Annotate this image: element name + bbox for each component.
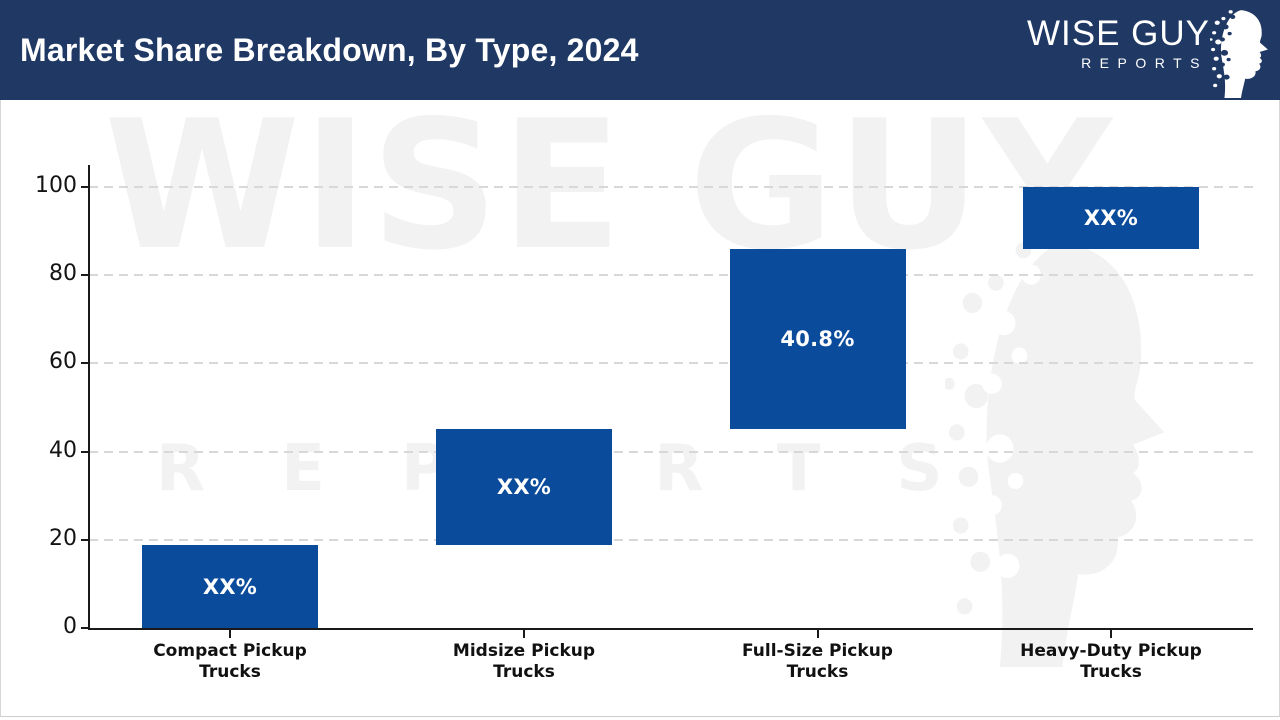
category-label-line: Trucks: [493, 662, 555, 683]
bar-value-label: XX%: [496, 474, 552, 499]
wise-guy-reports-logo: WISE GUY REPORTS: [1022, 4, 1272, 98]
y-tick-label-100: 100: [35, 173, 77, 198]
y-tick-label-60: 60: [49, 349, 77, 375]
y-tick-0: [81, 627, 88, 629]
y-tick-60: [81, 362, 88, 365]
plot-area: WISE GUY REPORTS 020406080100XX%Compact …: [0, 82, 1280, 720]
x-tick-full-size-pickup-trucks: [816, 630, 819, 638]
y-tick-label-80: 80: [49, 261, 77, 287]
bar-value-label: XX%: [202, 574, 258, 599]
gridline-80: [89, 274, 1253, 277]
logo-text: WISE GUY REPORTS: [1026, 14, 1210, 71]
x-tick-midsize-pickup-trucks: [523, 630, 525, 638]
y-tick-20: [81, 538, 88, 541]
category-label-line: Compact Pickup: [153, 641, 307, 661]
header-bar: Market Share Breakdown, By Type, 2024 WI…: [0, 0, 1280, 100]
bar-value-label: XX%: [1083, 205, 1139, 230]
bar-compact-pickup-trucks: XX%: [142, 545, 318, 628]
x-tick-heavy-duty-pickup-trucks: [1110, 630, 1112, 638]
logo-face-icon: [1210, 10, 1268, 98]
category-label-line: Trucks: [786, 662, 849, 683]
logo-wordmark: WISE GUY: [1026, 14, 1210, 53]
gridline-100: [89, 186, 1253, 188]
page-border-bottom: [0, 716, 1280, 717]
category-label-line: Heavy-Duty Pickup: [1020, 641, 1202, 661]
watermark-wordmark: WISE GUY: [104, 82, 1114, 289]
watermark-face-icon: [945, 242, 1165, 667]
category-label-line: Trucks: [199, 662, 261, 683]
page-border-left: [0, 100, 1, 717]
y-tick-label-20: 20: [49, 525, 77, 551]
page-title: Market Share Breakdown, By Type, 2024: [20, 31, 639, 68]
category-label-heavy-duty-pickup-trucks: Heavy-Duty Pickup Trucks: [976, 641, 1246, 684]
y-tick-80: [81, 274, 88, 277]
gridline-20: [89, 538, 1253, 541]
bar-midsize-pickup-trucks: XX%: [436, 428, 612, 546]
category-label-line: Full-Size Pickup: [742, 641, 893, 661]
gridline-60: [89, 362, 1253, 365]
x-axis-line: [88, 628, 1253, 630]
y-tick-label-0: 0: [63, 614, 77, 639]
x-tick-compact-pickup-trucks: [229, 630, 231, 638]
bar-heavy-duty-pickup-trucks: XX%: [1023, 187, 1199, 249]
bar-value-label: 40.8%: [780, 326, 855, 351]
category-label-compact-pickup-trucks: Compact Pickup Trucks: [95, 641, 365, 684]
logo-subtitle: REPORTS: [1081, 54, 1208, 71]
y-tick-label-40: 40: [49, 437, 77, 463]
y-tick-40: [81, 450, 88, 453]
category-label-line: Trucks: [1080, 662, 1142, 683]
y-tick-100: [81, 186, 88, 188]
category-label-line: Midsize Pickup: [452, 641, 596, 661]
gridline-40: [89, 450, 1253, 453]
category-label-full-size-pickup-trucks: Full-Size Pickup Trucks: [683, 641, 953, 684]
bar-full-size-pickup-trucks: 40.8%: [729, 248, 906, 429]
y-axis-line: [88, 165, 90, 630]
category-label-midsize-pickup-trucks: Midsize Pickup Trucks: [389, 641, 659, 684]
